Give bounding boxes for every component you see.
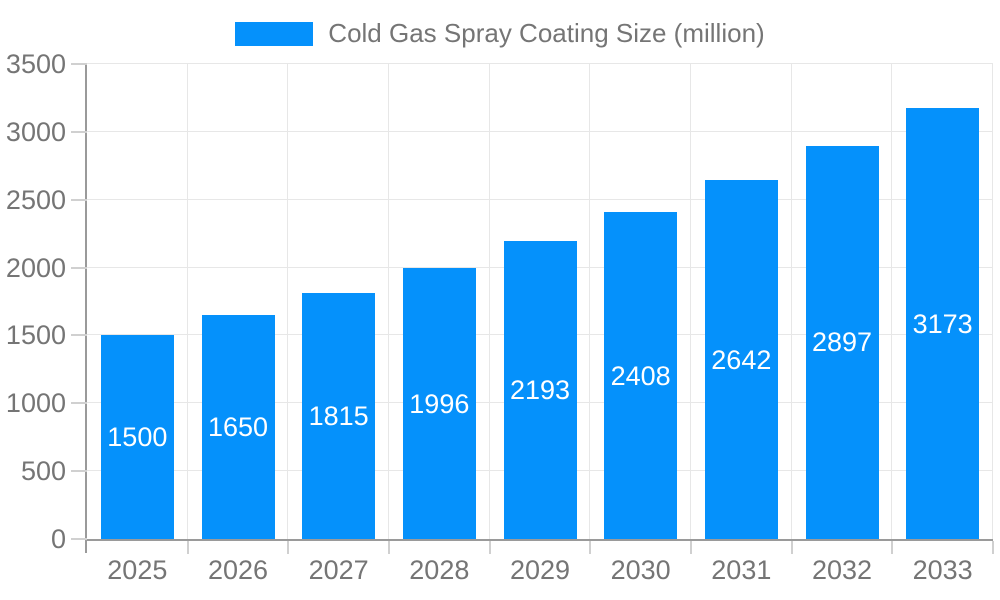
legend-item[interactable]: Cold Gas Spray Coating Size (million) (235, 18, 765, 49)
bar (604, 212, 678, 539)
y-axis-label: 2000 (5, 252, 66, 283)
gridline-vertical (186, 64, 188, 539)
x-axis-label: 2028 (409, 555, 470, 585)
y-axis-tick (71, 198, 87, 201)
x-axis-tick (891, 541, 894, 554)
y-axis-label: 3500 (5, 49, 66, 79)
y-axis-tick (71, 266, 87, 269)
bar (704, 180, 778, 539)
x-axis-label: 2029 (509, 555, 571, 585)
x-axis-tick (790, 541, 793, 554)
y-axis-label: 500 (20, 456, 66, 487)
chart-legend: Cold Gas Spray Coating Size (million) (0, 18, 1000, 49)
gridline-vertical (891, 64, 893, 539)
y-axis-tick (71, 402, 87, 405)
y-axis-tick (71, 63, 87, 65)
x-axis-label: 2027 (308, 555, 369, 585)
x-axis-tick (287, 541, 290, 554)
gridline-horizontal (87, 130, 993, 132)
x-axis-label: 2032 (811, 555, 873, 585)
x-axis-tick (488, 541, 491, 554)
bar (302, 292, 376, 539)
gridline-vertical (690, 64, 691, 539)
gridline-vertical (589, 64, 591, 539)
plot-area: 1500 1650 1815 1996 2193 2408 2642 2897 3173 (87, 63, 993, 539)
bar (100, 335, 174, 539)
legend-label: Cold Gas Spray Coating Size (million) (328, 18, 765, 48)
y-axis-label: 2500 (5, 184, 66, 215)
bar (201, 315, 275, 539)
legend-swatch-icon (235, 21, 314, 46)
x-axis-tick (589, 541, 592, 554)
bar (805, 145, 879, 539)
y-axis-label: 1500 (5, 320, 66, 351)
gridline-vertical (790, 64, 792, 539)
y-axis-tick (71, 538, 87, 540)
gridline-horizontal (87, 63, 993, 64)
x-axis-tick (690, 541, 692, 554)
bar (402, 268, 476, 539)
bar (503, 241, 577, 539)
gridline-horizontal (87, 198, 993, 200)
gridline-vertical (388, 64, 389, 539)
gridline-vertical (488, 64, 490, 539)
x-axis-label: 2026 (207, 555, 269, 585)
y-axis-tick (71, 334, 87, 337)
bar (906, 108, 980, 539)
y-axis-label: 1000 (5, 388, 66, 419)
y-axis-label: 0 (50, 524, 66, 554)
gridline-vertical (992, 64, 993, 539)
y-axis-tick (71, 470, 87, 473)
y-axis-line (85, 64, 87, 553)
x-axis-tick (992, 541, 994, 554)
gridline-vertical (287, 64, 289, 539)
x-axis-line (87, 539, 993, 541)
x-axis-tick (388, 541, 390, 554)
y-axis-label: 3000 (5, 116, 66, 147)
y-axis-tick (71, 130, 87, 133)
x-axis-label: 2031 (711, 555, 772, 585)
x-axis-tick (186, 541, 189, 554)
x-axis-label: 2025 (107, 555, 168, 585)
x-axis-label: 2030 (610, 555, 671, 585)
x-axis-label: 2033 (912, 555, 973, 585)
